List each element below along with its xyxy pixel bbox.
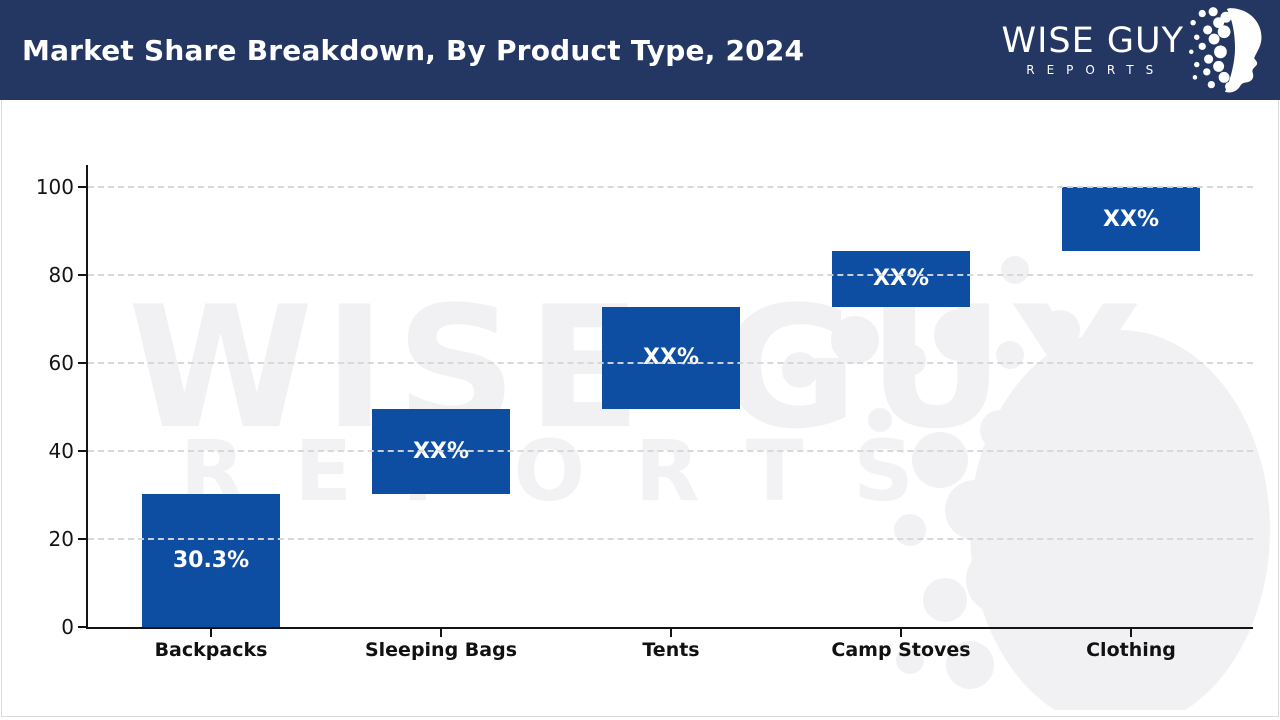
- page-title: Market Share Breakdown, By Product Type,…: [22, 33, 805, 67]
- bar-tents: XX%: [602, 306, 740, 410]
- face-profile-icon: [1184, 4, 1266, 96]
- y-tick-label: 40: [48, 439, 74, 463]
- logo-text: WISE GUY REPORTS: [1001, 20, 1184, 77]
- category-label: Camp Stoves: [831, 639, 971, 661]
- gridline-40: [88, 450, 1253, 452]
- logo-wordmark: WISE GUY: [1001, 20, 1184, 61]
- y-tick-label: 0: [61, 615, 74, 639]
- y-tick-label: 60: [48, 351, 74, 375]
- category-label: Clothing: [1086, 639, 1176, 661]
- y-tick-mark: [78, 186, 86, 188]
- x-tick-mark: [670, 629, 672, 637]
- bar-value-label: XX%: [1103, 206, 1159, 232]
- bar-camp-stoves: XX%: [832, 251, 970, 307]
- category-label: Sleeping Bags: [364, 639, 518, 661]
- header: Market Share Breakdown, By Product Type,…: [0, 0, 1280, 100]
- gridline-60: [88, 362, 1253, 364]
- y-tick-label: 100: [35, 175, 74, 199]
- wise-guy-logo: WISE GUY REPORTS: [1001, 4, 1266, 96]
- y-tick-mark: [78, 538, 86, 540]
- y-tick-mark: [78, 362, 86, 364]
- x-tick-mark: [900, 629, 902, 637]
- gridline-100: [88, 186, 1253, 188]
- bar-clothing: XX%: [1062, 187, 1200, 252]
- y-tick-mark: [78, 450, 86, 452]
- gridline-80: [88, 274, 1253, 276]
- x-tick-mark: [440, 629, 442, 637]
- y-tick-mark: [78, 274, 86, 276]
- y-tick-label: 80: [48, 263, 74, 287]
- x-tick-mark: [1130, 629, 1132, 637]
- y-tick-label: 20: [48, 527, 74, 551]
- gridline-20: [88, 538, 1253, 540]
- x-tick-mark: [210, 629, 212, 637]
- bar-backpacks: 30.3%: [142, 493, 280, 627]
- bar-value-label: 30.3%: [172, 547, 250, 573]
- y-axis-line: [86, 165, 88, 629]
- x-axis-line: [86, 627, 1253, 629]
- category-label: Backpacks: [154, 639, 268, 661]
- bar-value-label: XX%: [873, 266, 929, 292]
- y-tick-mark: [78, 626, 86, 628]
- bar-value-label: XX%: [643, 345, 699, 371]
- logo-subtitle: REPORTS: [1026, 62, 1166, 77]
- canvas-border: [1, 100, 1279, 717]
- category-label: Tents: [642, 639, 700, 661]
